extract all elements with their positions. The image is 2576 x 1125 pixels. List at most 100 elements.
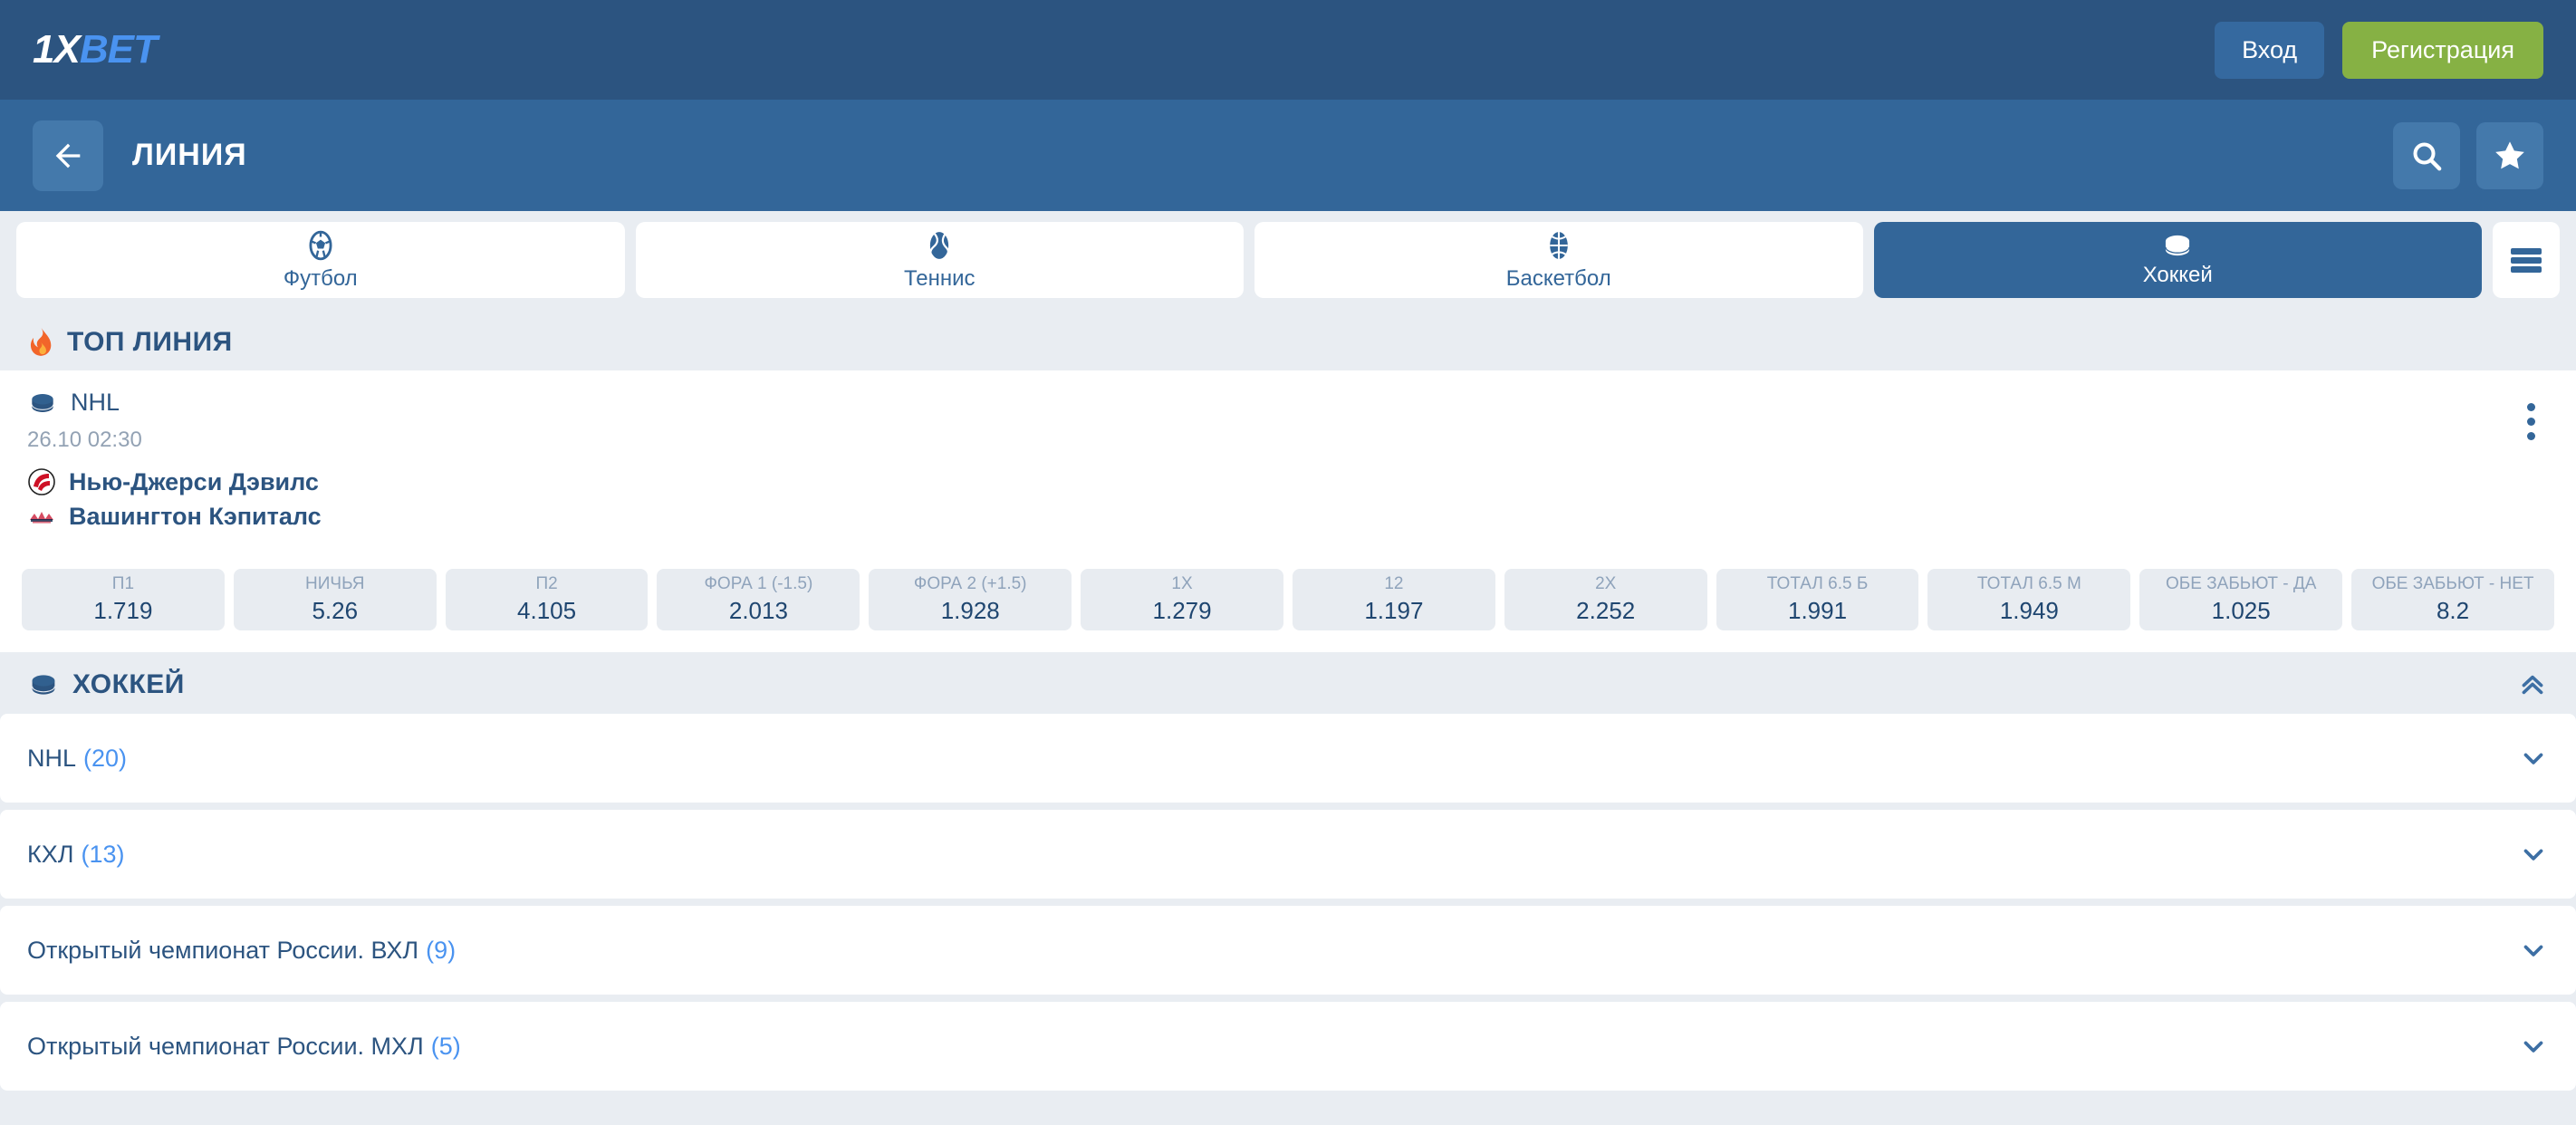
tab-label: Баскетбол	[1505, 266, 1611, 291]
odd-button[interactable]: 12 1.197	[1292, 569, 1495, 630]
odd-value: 1.991	[1788, 597, 1848, 625]
odd-value: 1.197	[1364, 597, 1424, 625]
match-more-button[interactable]	[2513, 394, 2549, 448]
odd-button[interactable]: НИЧЬЯ 5.26	[233, 569, 437, 630]
odd-label: ТОТАЛ 6.5 Б	[1766, 574, 1869, 594]
sport-tabs: Футбол Теннис Баскетбол Хоккей	[0, 211, 2576, 311]
tab-tennis[interactable]: Теннис	[635, 222, 1244, 298]
league-name: NHL	[27, 744, 77, 772]
search-icon	[2413, 142, 2442, 170]
site-logo[interactable]: 1XBET	[33, 27, 158, 72]
league-count: (13)	[81, 840, 125, 868]
basketball-icon	[1549, 232, 1568, 259]
back-button[interactable]	[33, 120, 103, 191]
logo-text-1x: 1X	[33, 27, 81, 72]
odd-label: ОБЕ ЗАБЬЮТ - ДА	[2165, 574, 2317, 594]
odd-label: 12	[1384, 574, 1404, 594]
all-sports-menu-button[interactable]	[2493, 222, 2560, 298]
match-teams: Нью-Джерси Дэвилс Вашингтон Кэпиталс	[27, 467, 2549, 531]
hockey-section-title: ХОККЕЙ	[72, 669, 185, 699]
home-team-name: Нью-Джерси Дэвилс	[69, 467, 319, 495]
league-row[interactable]: КХЛ (13)	[0, 810, 2576, 899]
odd-value: 1.928	[940, 597, 1000, 625]
star-icon	[2495, 140, 2524, 168]
tab-hockey[interactable]: Хоккей	[1873, 222, 2482, 298]
hockey-league-list: NHL (20) КХЛ (13) Открытый чемпионат Рос…	[0, 714, 2576, 1091]
odd-button[interactable]: ОБЕ ЗАБЬЮТ - НЕТ 8.2	[2351, 569, 2554, 630]
search-button[interactable]	[2393, 121, 2460, 189]
odd-label: П2	[535, 574, 558, 594]
odd-value: 4.105	[517, 597, 577, 625]
tennis-ball-icon	[929, 232, 950, 260]
register-button[interactable]: Регистрация	[2342, 21, 2543, 79]
odd-label: 1X	[1171, 574, 1193, 594]
match-datetime: 26.10 02:30	[27, 428, 142, 452]
hockey-puck-icon	[2165, 235, 2190, 256]
tab-label: Футбол	[283, 266, 358, 291]
odd-label: ОБЕ ЗАБЬЮТ - НЕТ	[2371, 574, 2534, 594]
odd-value: 1.719	[93, 597, 153, 625]
league-name: Открытый чемпионат России. МХЛ	[27, 1032, 424, 1060]
odd-button[interactable]: ТОТАЛ 6.5 Б 1.991	[1716, 569, 1919, 630]
soccer-ball-icon	[309, 230, 332, 261]
odd-button[interactable]: ФОРА 2 (+1.5) 1.928	[869, 569, 1072, 630]
top-line-title: ТОП ЛИНИЯ	[67, 327, 233, 357]
navigation-bar: ЛИНИЯ	[0, 100, 2576, 211]
league-row[interactable]: Открытый чемпионат России. ВХЛ (9)	[0, 906, 2576, 995]
favorites-button[interactable]	[2476, 121, 2543, 189]
match-odds-row: П1 1.719 НИЧЬЯ 5.26 П2 4.105 ФОРА 1 (-1.…	[0, 556, 2576, 652]
odd-label: ФОРА 1 (-1.5)	[704, 574, 813, 594]
chevron-down-icon[interactable]	[2518, 743, 2549, 774]
odd-value: 5.26	[312, 597, 359, 625]
tab-football[interactable]: Футбол	[16, 222, 625, 298]
odd-label: ФОРА 2 (+1.5)	[913, 574, 1027, 594]
chevron-down-icon[interactable]	[2518, 1031, 2549, 1062]
chevron-down-icon[interactable]	[2518, 935, 2549, 966]
odd-button[interactable]: 2X 2.252	[1504, 569, 1707, 630]
odd-label: П1	[111, 574, 135, 594]
odd-button[interactable]: 1X 1.279	[1081, 569, 1283, 630]
odd-value: 2.252	[1576, 597, 1636, 625]
chevron-down-icon[interactable]	[2518, 839, 2549, 870]
league-count: (9)	[426, 936, 457, 964]
home-team-row: Нью-Джерси Дэвилс	[27, 467, 2549, 496]
top-brand-bar: 1XBET Вход Регистрация	[0, 0, 2576, 100]
arrow-left-icon	[55, 143, 81, 168]
odd-value: 2.013	[728, 597, 788, 625]
new-jersey-devils-logo	[28, 468, 55, 495]
odd-label: 2X	[1595, 574, 1617, 594]
match-league-name: NHL	[71, 389, 120, 416]
tab-label: Хоккей	[2142, 263, 2213, 287]
odd-button[interactable]: ОБЕ ЗАБЬЮТ - ДА 1.025	[2139, 569, 2343, 630]
fire-icon	[30, 327, 52, 356]
odd-value: 1.279	[1152, 597, 1212, 625]
odd-button[interactable]: ТОТАЛ 6.5 М 1.949	[1927, 569, 2131, 630]
washington-capitals-logo	[30, 512, 53, 524]
odd-button[interactable]: П2 4.105	[445, 569, 649, 630]
double-chevron-up-icon	[2522, 675, 2543, 695]
nav-actions	[2393, 121, 2543, 189]
hockey-puck-icon	[32, 675, 55, 695]
league-row[interactable]: NHL (20)	[0, 714, 2576, 803]
odd-value: 8.2	[2436, 597, 2470, 625]
hockey-puck-icon	[31, 393, 54, 412]
league-name: КХЛ	[27, 840, 74, 868]
logo-text-bet: BET	[79, 27, 158, 72]
top-line-match-card[interactable]: NHL 26.10 02:30 Нью-Джерси Дэвилс Вашинг…	[0, 370, 2576, 556]
odd-value: 1.949	[1999, 597, 2059, 625]
collapse-all-button[interactable]	[2516, 668, 2549, 701]
odd-label: ТОТАЛ 6.5 М	[1976, 574, 2081, 594]
league-count: (20)	[83, 744, 128, 772]
top-actions: Вход Регистрация	[2215, 21, 2543, 79]
match-league-line: NHL	[27, 389, 2549, 417]
league-row[interactable]: Открытый чемпионат России. МХЛ (5)	[0, 1002, 2576, 1091]
away-team-name: Вашингтон Кэпиталс	[69, 502, 322, 530]
away-team-row: Вашингтон Кэпиталс	[27, 502, 2549, 531]
odd-button[interactable]: П1 1.719	[22, 569, 225, 630]
odd-button[interactable]: ФОРА 1 (-1.5) 2.013	[657, 569, 860, 630]
tab-basketball[interactable]: Баскетбол	[1254, 222, 1863, 298]
login-button[interactable]: Вход	[2215, 21, 2325, 79]
kebab-dot	[2526, 417, 2535, 426]
tab-label: Теннис	[903, 266, 976, 291]
odd-value: 1.025	[2211, 597, 2271, 625]
